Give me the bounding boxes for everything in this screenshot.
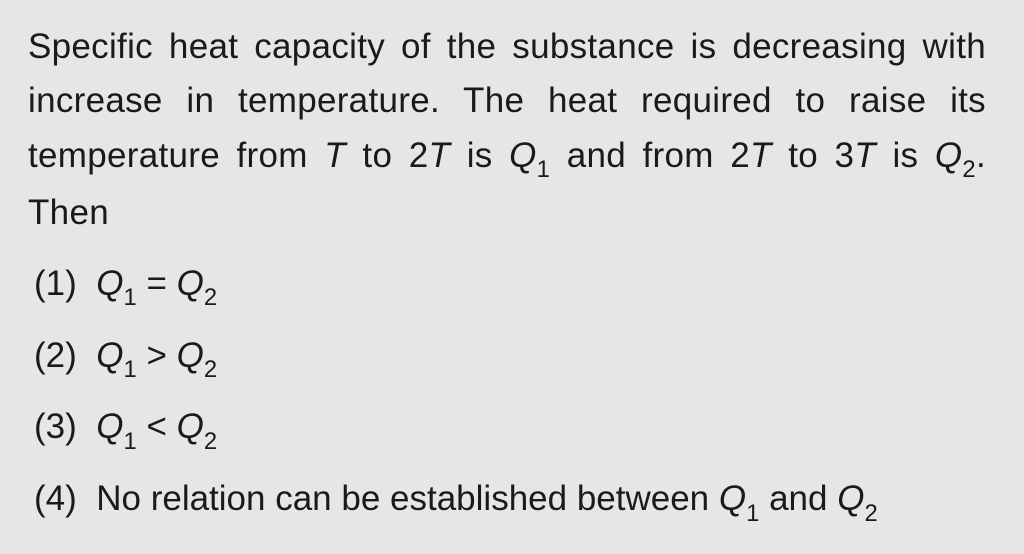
var-Q: Q	[177, 264, 204, 303]
var-Q: Q	[177, 407, 204, 446]
subscript: 1	[123, 428, 136, 455]
question-part: to 3	[772, 136, 855, 175]
option-1: (1) Q1 = Q2	[34, 257, 996, 315]
question-part: is	[450, 136, 509, 175]
question-part: to 2	[346, 136, 429, 175]
option-2: (2) Q1 > Q2	[34, 329, 996, 387]
var-Q: Q	[177, 336, 204, 375]
subscript: 2	[204, 356, 217, 383]
option-num: (4)	[34, 479, 77, 518]
var-Q: Q	[935, 136, 963, 175]
option-num: (3)	[34, 407, 77, 446]
operator: <	[137, 407, 177, 446]
var-T: T	[750, 136, 772, 175]
subscript: 1	[123, 284, 136, 311]
options-list: (1) Q1 = Q2 (2) Q1 > Q2 (3) Q1 < Q2 (4) …	[28, 257, 996, 531]
var-Q: Q	[96, 407, 123, 446]
question-text: Specific heat capacity of the substance …	[28, 20, 986, 241]
var-Q: Q	[96, 264, 123, 303]
var-T: T	[429, 136, 451, 175]
option-text: and	[759, 479, 837, 518]
subscript: 2	[962, 156, 976, 183]
var-Q: Q	[96, 336, 123, 375]
option-num: (1)	[34, 264, 77, 303]
subscript: 2	[204, 428, 217, 455]
subscript: 2	[864, 500, 877, 527]
question-part: is	[876, 136, 935, 175]
var-T: T	[854, 136, 876, 175]
var-Q: Q	[719, 479, 746, 518]
option-4: (4) No relation can be established betwe…	[34, 472, 996, 530]
var-T: T	[324, 136, 346, 175]
subscript: 2	[204, 284, 217, 311]
option-num: (2)	[34, 336, 77, 375]
option-3: (3) Q1 < Q2	[34, 400, 996, 458]
subscript: 1	[746, 500, 759, 527]
var-Q: Q	[509, 136, 537, 175]
operator: =	[137, 264, 177, 303]
question-part: and from 2	[550, 136, 750, 175]
subscript: 1	[537, 156, 551, 183]
operator: >	[137, 336, 177, 375]
subscript: 1	[123, 356, 136, 383]
option-text: No relation can be established between	[96, 479, 719, 518]
var-Q: Q	[837, 479, 864, 518]
